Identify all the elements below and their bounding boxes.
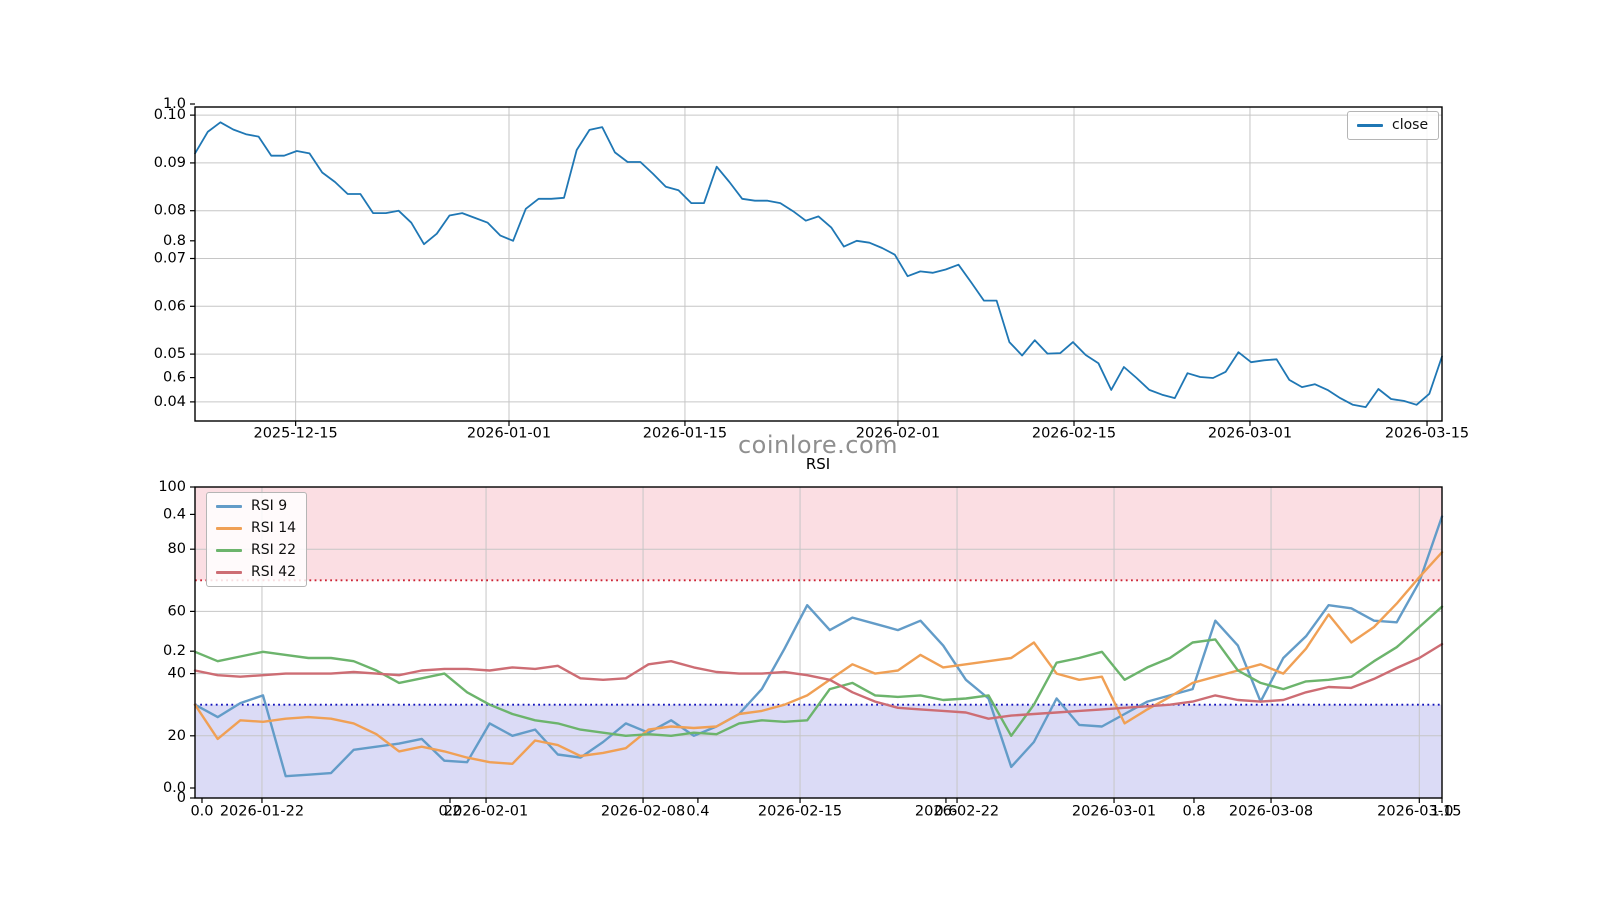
svg-text:60: 60 xyxy=(168,603,186,619)
svg-text:0.10: 0.10 xyxy=(154,107,186,123)
svg-text:0: 0 xyxy=(177,790,186,806)
svg-text:0.6: 0.6 xyxy=(163,370,186,386)
svg-text:2026-01-01: 2026-01-01 xyxy=(467,426,551,442)
svg-text:20: 20 xyxy=(168,728,186,744)
legend-row-close: close xyxy=(1357,117,1428,134)
legend-row-rsi9: RSI 9 xyxy=(216,498,296,515)
svg-text:2026-03-01: 2026-03-01 xyxy=(1072,804,1156,820)
svg-text:0.2: 0.2 xyxy=(163,643,186,659)
svg-text:2026-02-01: 2026-02-01 xyxy=(444,804,528,820)
svg-text:2025-12-15: 2025-12-15 xyxy=(253,426,337,442)
svg-text:1.0: 1.0 xyxy=(1430,804,1453,820)
rsi22-line-swatch xyxy=(216,549,242,552)
svg-text:0.8: 0.8 xyxy=(163,233,186,249)
svg-text:0.09: 0.09 xyxy=(154,155,186,171)
svg-text:100: 100 xyxy=(158,479,186,495)
svg-text:2026-03-01: 2026-03-01 xyxy=(1208,426,1292,442)
legend-row-rsi22: RSI 22 xyxy=(216,542,296,559)
svg-text:0.4: 0.4 xyxy=(163,506,186,522)
rsi42-line-swatch xyxy=(216,571,242,574)
svg-text:0.07: 0.07 xyxy=(154,251,186,267)
svg-text:2026-02-15: 2026-02-15 xyxy=(758,804,842,820)
legend-label-close: close xyxy=(1392,117,1429,133)
svg-text:2026-03-15: 2026-03-15 xyxy=(1385,426,1469,442)
legend-row-rsi42: RSI 42 xyxy=(216,564,296,581)
svg-text:0.0: 0.0 xyxy=(163,780,186,796)
legend-label-rsi9: RSI 9 xyxy=(251,498,288,514)
svg-text:0.08: 0.08 xyxy=(154,203,186,219)
svg-text:2026-02-22: 2026-02-22 xyxy=(915,804,999,820)
svg-text:2026-02-01: 2026-02-01 xyxy=(856,426,940,442)
svg-text:0.2: 0.2 xyxy=(438,804,461,820)
svg-text:1.0: 1.0 xyxy=(163,96,186,112)
svg-text:2026-02-08: 2026-02-08 xyxy=(601,804,685,820)
watermark: coinlore.com xyxy=(737,431,899,459)
svg-text:2026-01-22: 2026-01-22 xyxy=(220,804,304,820)
rsi-legend: RSI 9 RSI 14 RSI 22 RSI 42 xyxy=(206,492,308,587)
svg-text:2026-01-15: 2026-01-15 xyxy=(643,426,727,442)
svg-text:0.6: 0.6 xyxy=(934,804,957,820)
close-line-swatch xyxy=(1357,124,1383,127)
rsi9-line-swatch xyxy=(216,505,242,508)
svg-text:40: 40 xyxy=(168,666,186,682)
price-legend: close xyxy=(1347,111,1440,140)
svg-text:0.05: 0.05 xyxy=(154,346,186,362)
svg-text:0.4: 0.4 xyxy=(686,804,709,820)
svg-text:0.8: 0.8 xyxy=(1182,804,1205,820)
svg-text:2026-03-08: 2026-03-08 xyxy=(1229,804,1313,820)
legend-row-rsi14: RSI 14 xyxy=(216,520,296,537)
svg-text:0.0: 0.0 xyxy=(190,804,213,820)
svg-text:80: 80 xyxy=(168,541,186,557)
svg-text:0.06: 0.06 xyxy=(154,298,186,314)
legend-label-rsi14: RSI 14 xyxy=(251,520,297,536)
svg-text:2026-02-15: 2026-02-15 xyxy=(1032,426,1116,442)
rsi-subplot-title: RSI xyxy=(805,455,831,473)
rsi14-line-swatch xyxy=(216,527,242,530)
svg-text:2026-03-15: 2026-03-15 xyxy=(1377,804,1461,820)
legend-label-rsi22: RSI 22 xyxy=(251,542,297,558)
svg-text:0.04: 0.04 xyxy=(154,394,186,410)
legend-label-rsi42: RSI 42 xyxy=(251,564,297,580)
